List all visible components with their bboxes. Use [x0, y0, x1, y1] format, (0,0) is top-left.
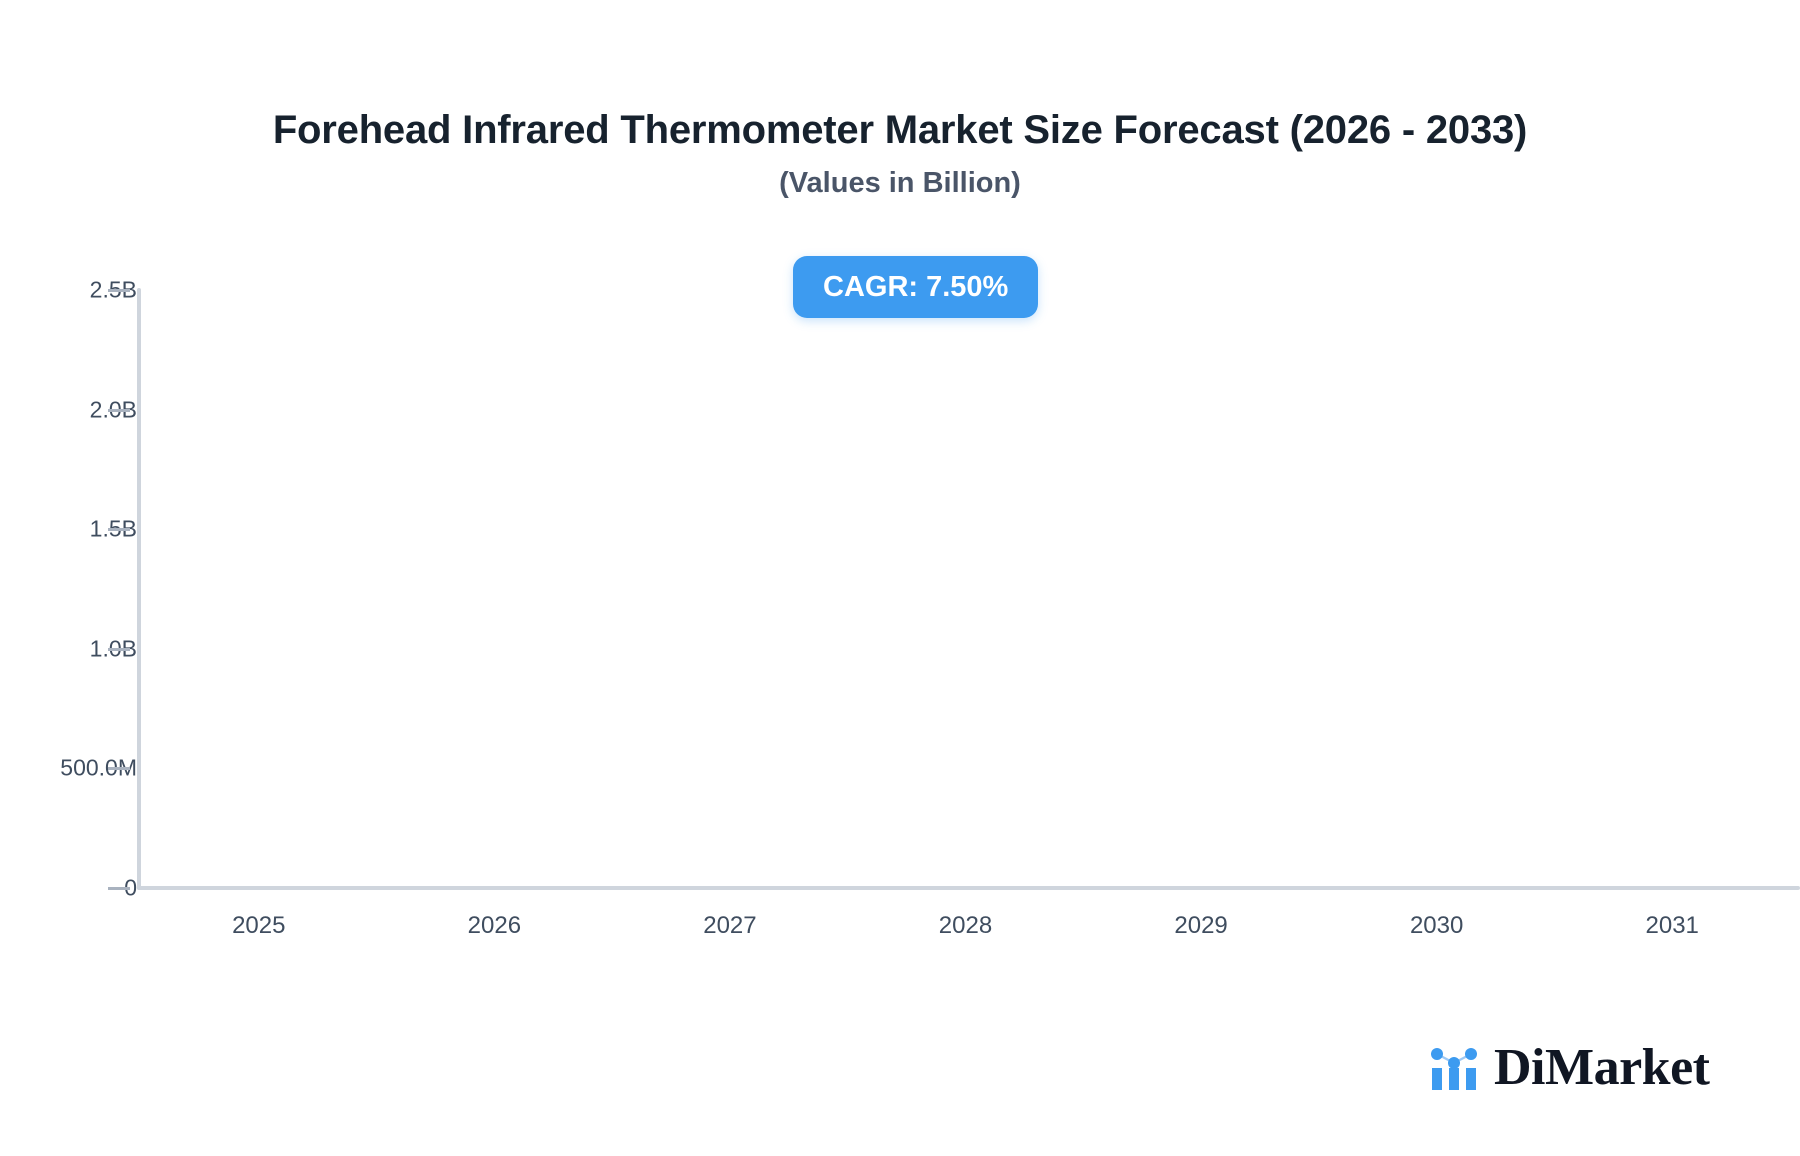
bar-chart-dots-icon — [1431, 1048, 1477, 1090]
y-tick-mark — [108, 289, 130, 292]
x-axis-label: 2026 — [467, 912, 522, 939]
y-tick-mark — [108, 767, 130, 771]
y-tick-mark — [108, 887, 130, 890]
x-axis-line — [137, 886, 1800, 890]
brand-name: DiMarket — [1494, 1039, 1710, 1096]
x-axis-label: 2025 — [232, 912, 286, 939]
y-tick-mark — [108, 408, 130, 412]
brand-logo: DiMarket — [1428, 1039, 1710, 1096]
x-axis-label: 2028 — [938, 912, 993, 939]
y-tick-label: 0 — [124, 874, 137, 901]
chart-title: Forehead Infrared Thermometer Market Siz… — [272, 108, 1528, 152]
x-axis-label: 2030 — [1409, 912, 1464, 939]
y-tick-mark — [108, 647, 130, 651]
chart-subtitle: (Values in Billion) — [779, 167, 1021, 199]
x-axis-label: 2027 — [703, 912, 757, 939]
y-tick-mark — [108, 528, 130, 532]
x-axis-label: 2029 — [1174, 912, 1228, 939]
cagr-badge: CAGR: 7.50% — [793, 256, 1039, 318]
x-axis-label: 2031 — [1645, 912, 1699, 939]
y-axis-line — [137, 288, 141, 890]
